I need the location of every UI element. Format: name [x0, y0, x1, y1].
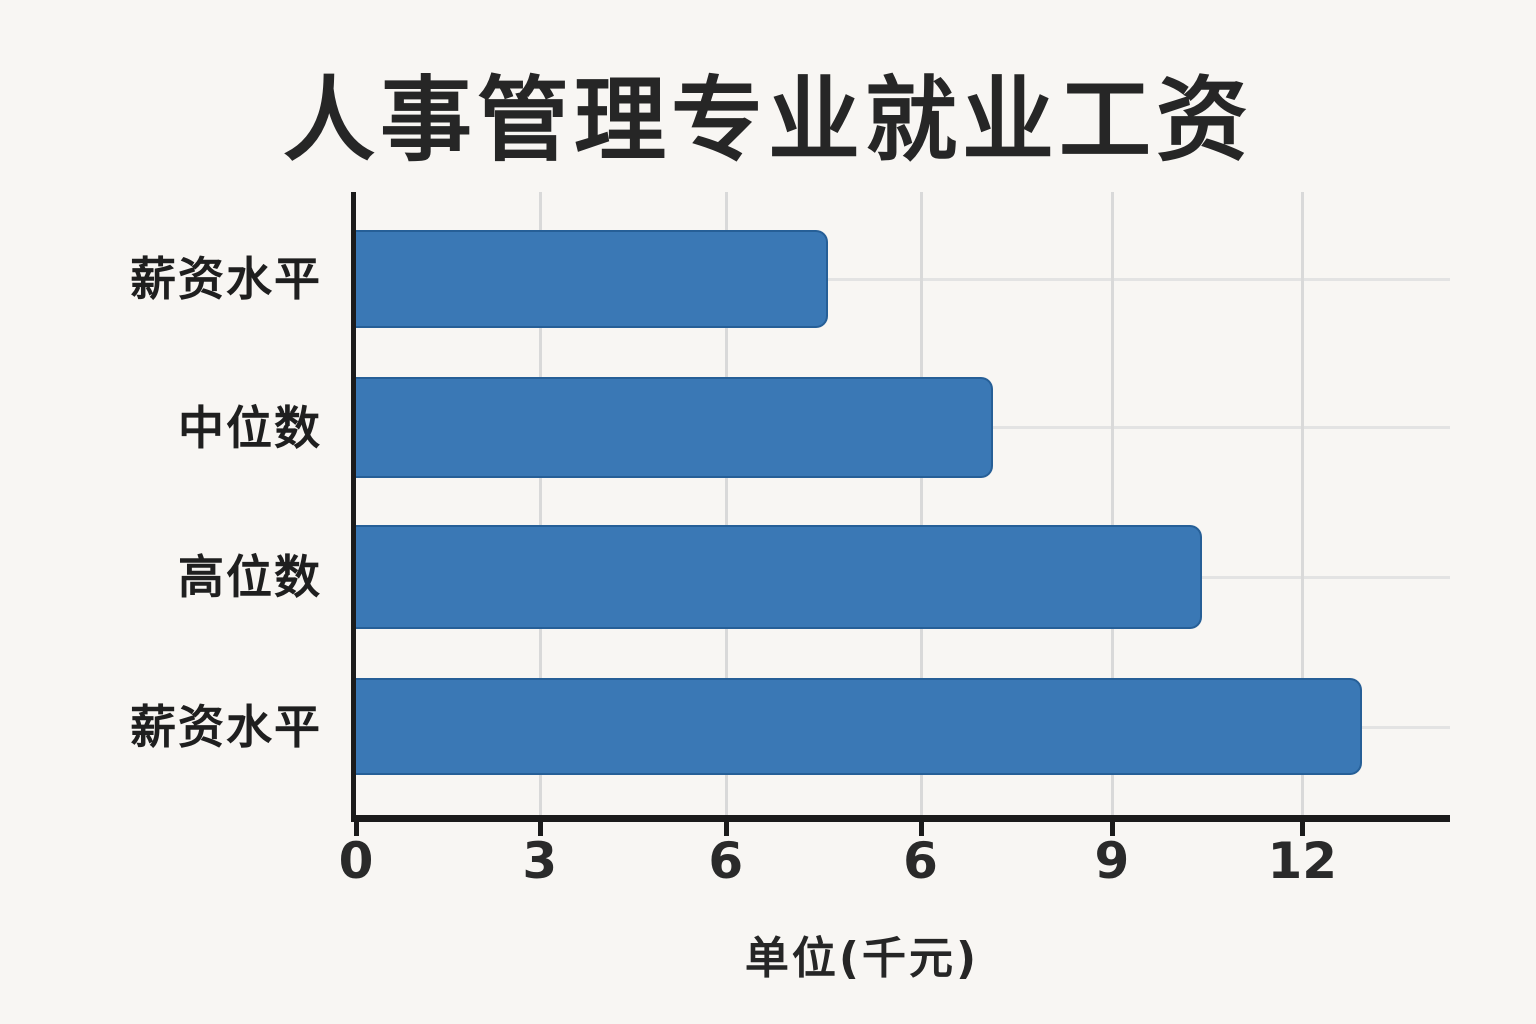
- x-tick-label-4: 9: [1094, 832, 1130, 890]
- bar-1: [356, 377, 993, 478]
- vertical-gridline-2: [724, 192, 728, 815]
- y-axis-label-2: 高位数: [178, 550, 322, 604]
- x-tick-mark-4: [1109, 822, 1115, 836]
- x-tick-mark-1: [537, 822, 543, 836]
- vertical-gridline-1: [538, 192, 542, 815]
- x-tick-label-5: 12: [1267, 832, 1338, 890]
- y-axis-label-0: 薪资水平: [130, 252, 322, 306]
- plot-area: [351, 192, 1450, 836]
- x-axis-title: 单位(千元): [744, 933, 980, 984]
- x-tick-label-0: 0: [338, 832, 374, 890]
- x-tick-mark-3: [918, 822, 924, 836]
- y-axis-label-3: 薪资水平: [130, 700, 322, 754]
- bar-2: [356, 525, 1202, 629]
- x-axis-tick-labels: 0 3 6 6 9 12: [339, 832, 1450, 896]
- x-tick-label-1: 3: [522, 832, 558, 890]
- bar-0: [356, 230, 828, 328]
- vertical-gridline-4: [1110, 192, 1114, 815]
- x-tick-mark-2: [723, 822, 729, 836]
- horizontal-gridline-0: [356, 278, 1450, 281]
- y-axis-label-1: 中位数: [178, 401, 322, 455]
- x-tick-label-3: 6: [903, 832, 938, 890]
- x-tick-mark-5: [1300, 822, 1306, 836]
- x-tick-label-2: 6: [708, 832, 744, 890]
- x-tick-mark-0: [354, 822, 359, 836]
- vertical-gridline-5: [1301, 192, 1305, 815]
- chart-title: 人事管理专业就业工资: [282, 67, 1253, 174]
- bar-3: [356, 678, 1363, 775]
- vertical-gridline-3: [919, 192, 923, 815]
